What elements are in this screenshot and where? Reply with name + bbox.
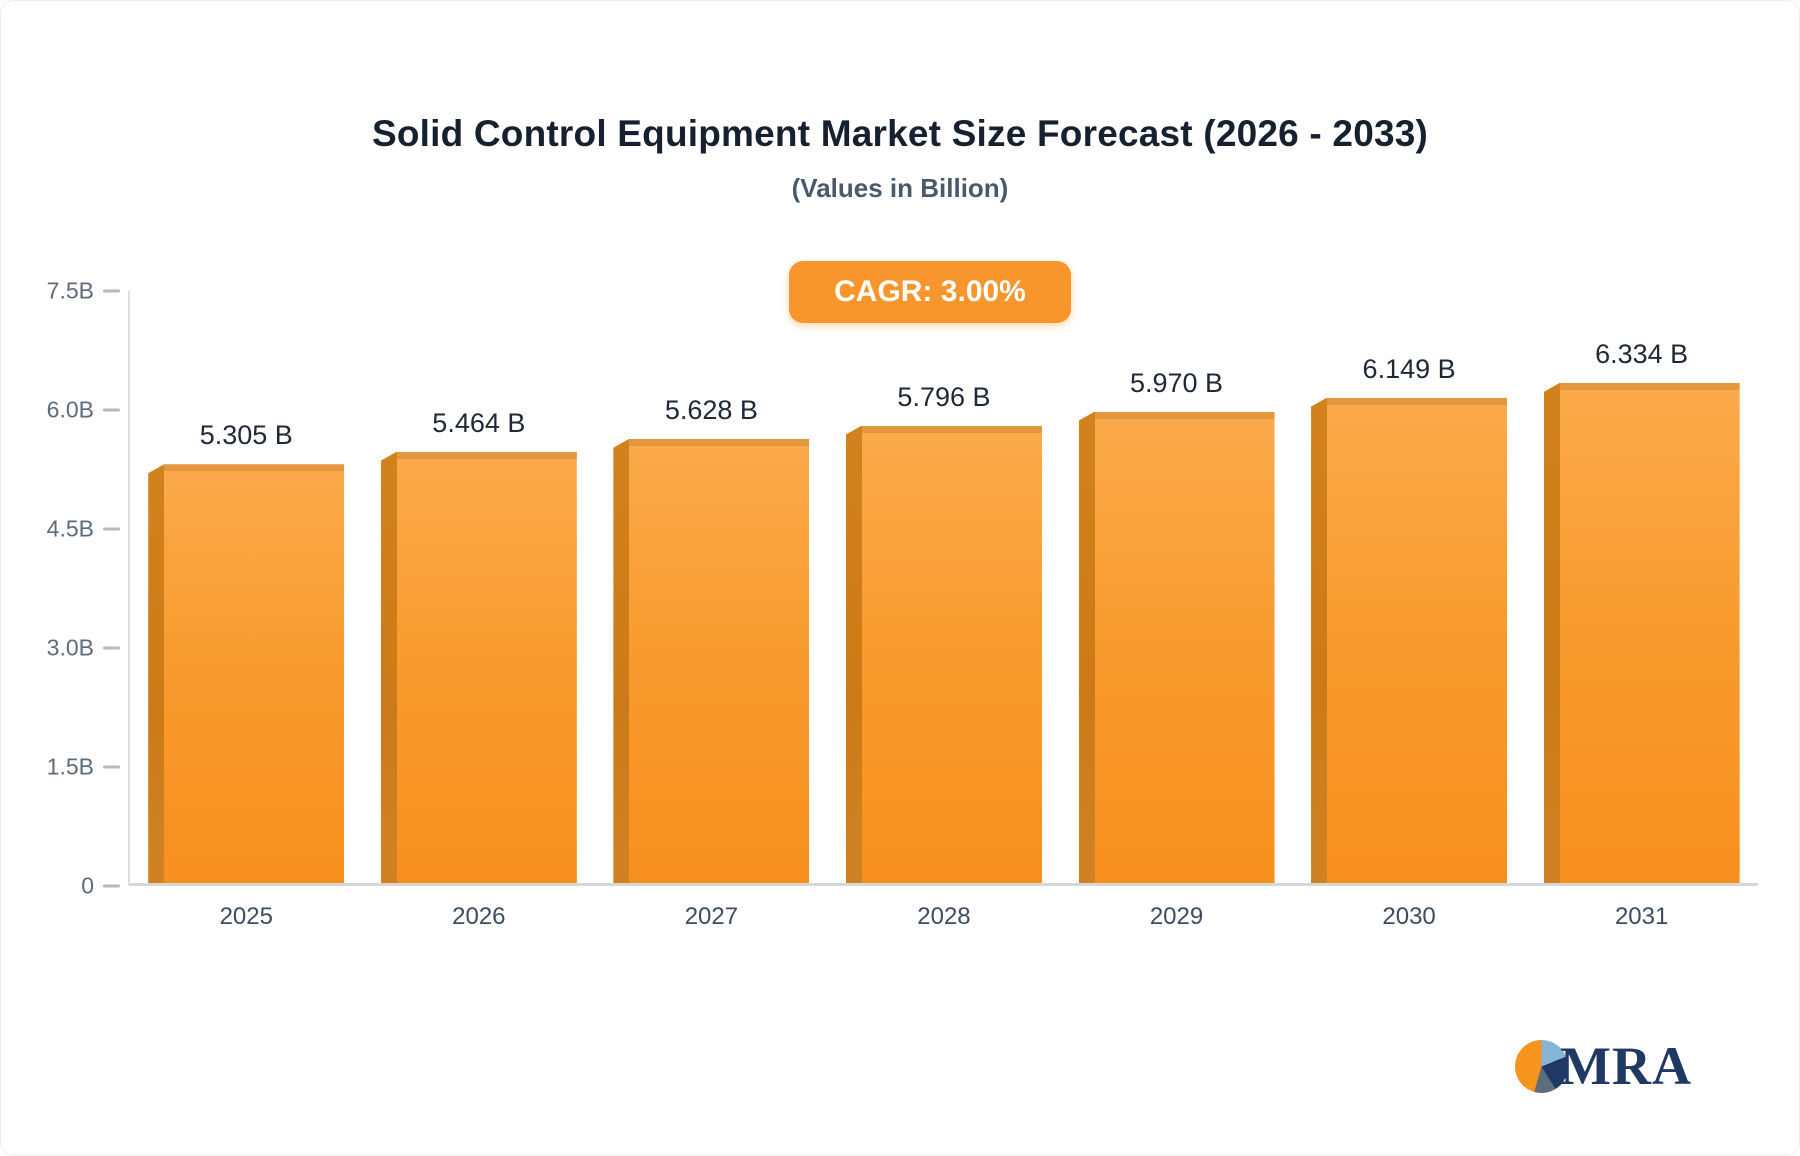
y-tick-label: 0 bbox=[81, 872, 94, 899]
bar-value-label: 5.796 B bbox=[897, 381, 991, 412]
bar bbox=[1543, 383, 1740, 883]
x-axis-label: 2031 bbox=[1614, 903, 1669, 930]
bars: 5.305 B 2025 5.464 B 2026 5.628 B 2027 5.796 B… bbox=[130, 291, 1758, 930]
y-tick-mark bbox=[103, 884, 120, 888]
x-axis-label: 2027 bbox=[684, 903, 739, 930]
bar-group: 5.628 B 2027 bbox=[613, 291, 810, 930]
y-tick-mark bbox=[103, 289, 120, 293]
bar bbox=[613, 438, 810, 883]
y-tick-label: 4.5B bbox=[46, 515, 94, 542]
y-tick-mark bbox=[103, 408, 120, 412]
bar bbox=[380, 451, 577, 883]
cagr-badge: CAGR: 3.00% bbox=[789, 261, 1071, 323]
y-tick: 3.0B bbox=[47, 635, 120, 662]
bar bbox=[1311, 397, 1508, 883]
bar-value-label: 6.334 B bbox=[1595, 339, 1689, 370]
bar-value-label: 5.305 B bbox=[199, 420, 293, 451]
bar-value-label: 6.149 B bbox=[1362, 353, 1456, 384]
chart-subtitle: (Values in Billion) bbox=[791, 173, 1009, 203]
bar bbox=[845, 425, 1042, 883]
bar-group: 5.796 B 2028 bbox=[845, 291, 1042, 930]
x-axis-label: 2028 bbox=[917, 903, 971, 930]
brand-logo: MRA bbox=[1515, 1039, 1692, 1093]
y-tick: 0 bbox=[81, 873, 120, 900]
y-tick: 7.5B bbox=[47, 278, 120, 305]
x-axis-label: 2026 bbox=[452, 903, 506, 930]
y-tick-mark bbox=[103, 646, 120, 650]
y-tick: 4.5B bbox=[47, 516, 120, 543]
y-tick-label: 7.5B bbox=[46, 277, 94, 304]
y-tick-label: 6.0B bbox=[46, 396, 94, 423]
x-axis-label: 2030 bbox=[1382, 903, 1436, 930]
bar-value-label: 5.970 B bbox=[1129, 367, 1224, 398]
plot-area: 5.305 B 2025 5.464 B 2026 5.628 B 2027 5.796 B… bbox=[128, 291, 1758, 930]
bar-group: 6.149 B 2030 bbox=[1311, 291, 1508, 930]
cagr-badge-label: CAGR: 3.00% bbox=[834, 275, 1026, 308]
y-tick-label: 3.0B bbox=[46, 634, 94, 661]
y-tick-label: 1.5B bbox=[46, 753, 94, 780]
y-tick-mark bbox=[103, 527, 120, 531]
x-axis-label: 2025 bbox=[219, 903, 273, 930]
y-axis: 7.5B 6.0B 4.5B 3.0B 1.5B 0 bbox=[1, 278, 128, 899]
y-tick-mark bbox=[103, 765, 120, 769]
bar-group: 5.970 B 2029 bbox=[1078, 291, 1275, 930]
bar-group: 5.464 B 2026 bbox=[380, 291, 577, 930]
chart-title: Solid Control Equipment Market Size Fore… bbox=[371, 113, 1429, 154]
bar bbox=[1078, 411, 1275, 883]
bar-value-label: 5.464 B bbox=[432, 407, 526, 438]
bar bbox=[148, 464, 345, 883]
bar-group: 5.305 B 2025 bbox=[148, 291, 345, 930]
brand-logo-text: MRA bbox=[1560, 1036, 1692, 1096]
y-tick: 1.5B bbox=[47, 754, 120, 781]
x-axis-label: 2029 bbox=[1149, 903, 1204, 930]
y-tick: 6.0B bbox=[47, 397, 120, 424]
bar-group: 6.334 B 2031 bbox=[1543, 291, 1740, 930]
bar-value-label: 5.628 B bbox=[664, 394, 758, 425]
pie-circle-icon bbox=[1515, 1039, 1568, 1093]
